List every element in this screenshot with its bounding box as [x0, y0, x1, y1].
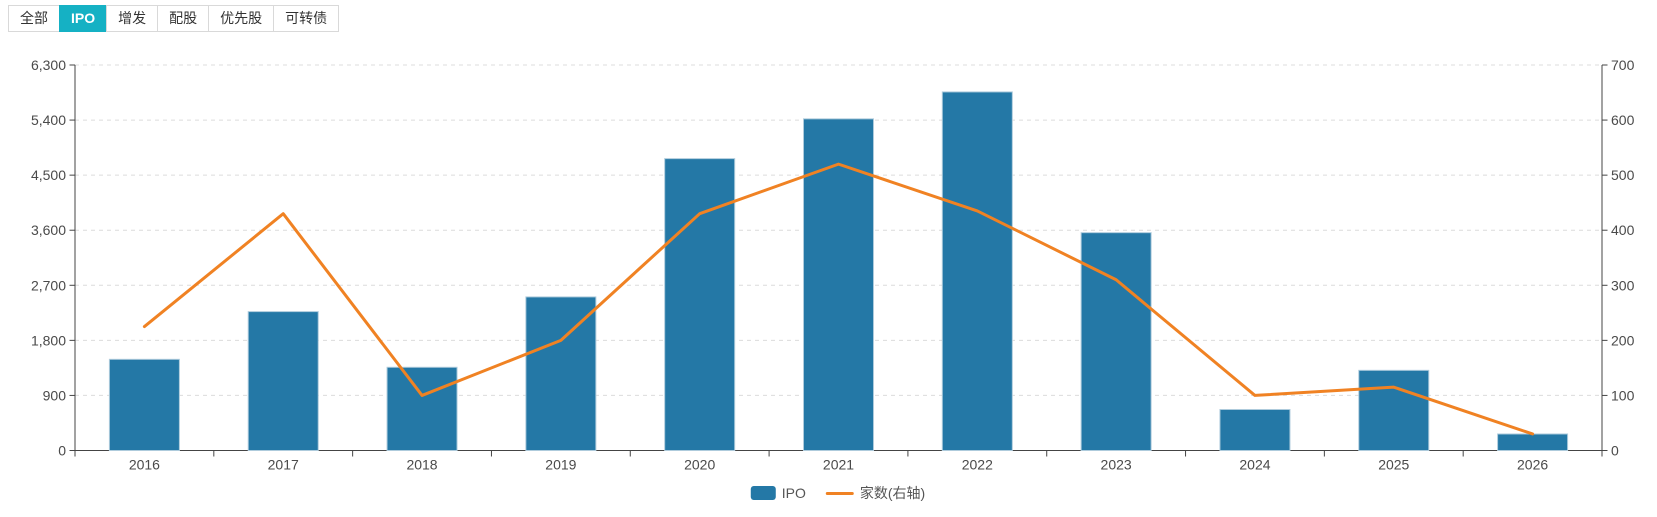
x-label-2021: 2021	[823, 457, 854, 473]
y-axis-right-label: 300	[1611, 277, 1635, 293]
legend-bar-swatch-icon	[750, 486, 776, 500]
y-axis-right-label: 600	[1611, 112, 1635, 128]
tab-convertible-bond[interactable]: 可转债	[273, 5, 340, 32]
tab-ipo[interactable]: IPO	[59, 5, 108, 32]
legend-item-line[interactable]: 家数(右轴)	[825, 483, 926, 503]
bar-2024[interactable]	[1219, 409, 1291, 451]
line-series[interactable]	[142, 162, 1535, 436]
legend-label-line: 家数(右轴)	[859, 485, 926, 501]
tab-bar: 全部 IPO 增发 配股 优先股 可转债	[8, 5, 340, 32]
tab-all[interactable]: 全部	[8, 5, 60, 32]
y-axis-right-label: 700	[1611, 57, 1635, 73]
bar-2018[interactable]	[386, 366, 458, 451]
y-axis-left-label: 5,400	[31, 112, 66, 128]
tab-preferred-stock[interactable]: 优先股	[208, 5, 275, 32]
y-axis-left-label: 900	[43, 387, 67, 403]
bar-2016[interactable]	[108, 358, 180, 452]
y-axis-left-label: 1,800	[31, 332, 66, 348]
y-axis-left-label: 0	[58, 443, 66, 459]
x-label-2020: 2020	[684, 457, 715, 473]
legend-item-ipo[interactable]: IPO	[750, 485, 806, 501]
y-axis-right-label: 100	[1611, 387, 1635, 403]
y-axis-right-label: 0	[1611, 443, 1619, 459]
x-label-2026: 2026	[1517, 457, 1548, 473]
x-label-2024: 2024	[1239, 457, 1270, 473]
x-label-2018: 2018	[406, 457, 437, 473]
bar-2025[interactable]	[1358, 369, 1430, 452]
x-label-2016: 2016	[129, 457, 160, 473]
y-axis-left-label: 2,700	[31, 277, 66, 293]
legend: IPO 家数(右轴)	[750, 483, 926, 503]
bar-2023[interactable]	[1080, 232, 1152, 451]
y-axis-left-label: 6,300	[31, 57, 66, 73]
x-label-2025: 2025	[1378, 457, 1409, 473]
tab-secondary-offering[interactable]: 增发	[106, 5, 159, 32]
legend-label-ipo: IPO	[781, 485, 806, 501]
x-label-2023: 2023	[1101, 457, 1132, 473]
y-axis-right-label: 500	[1611, 167, 1635, 183]
x-label-2019: 2019	[545, 457, 576, 473]
bar-2022[interactable]	[941, 91, 1013, 452]
x-label-2017: 2017	[268, 457, 299, 473]
y-axis-right-label: 200	[1611, 332, 1635, 348]
bar-2026[interactable]	[1497, 433, 1569, 452]
bar-2019[interactable]	[525, 296, 597, 451]
tab-rights-issue[interactable]: 配股	[157, 5, 210, 32]
y-axis-right-label: 400	[1611, 222, 1635, 238]
x-label-2022: 2022	[962, 457, 993, 473]
y-axis-left-label: 3,600	[31, 222, 66, 238]
bar-2020[interactable]	[664, 158, 736, 451]
bar-2017[interactable]	[247, 311, 319, 451]
y-axis-left-label: 4,500	[31, 167, 66, 183]
bar-2021[interactable]	[803, 118, 874, 451]
legend-line-swatch-icon	[825, 491, 854, 495]
